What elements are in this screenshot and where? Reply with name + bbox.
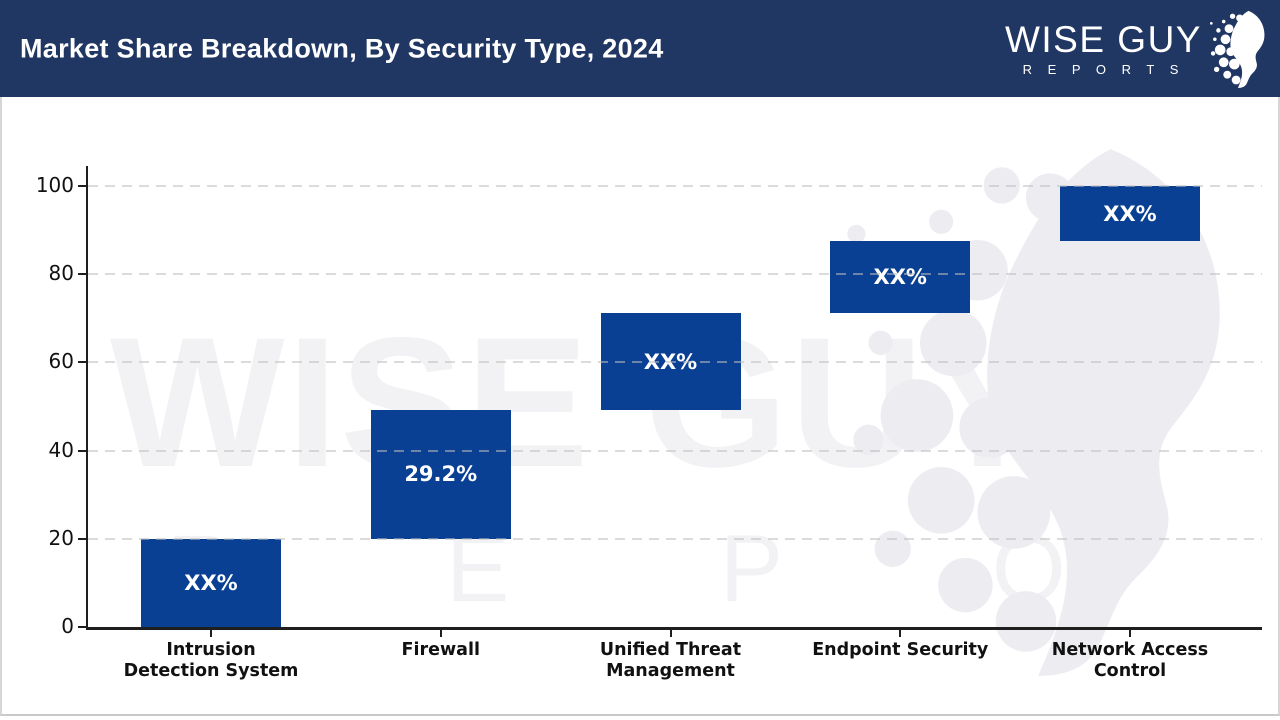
x-tick (899, 629, 902, 637)
gridline-y80 (88, 273, 1262, 276)
y-tick (78, 273, 86, 276)
x-tick (1129, 629, 1131, 637)
y-axis-line (86, 166, 88, 629)
gridline-y100 (88, 185, 1262, 187)
x-category-label-line: Management (606, 661, 735, 681)
y-tick-label: 80 (48, 261, 74, 286)
x-category-label: Intrusion Detection System (91, 640, 331, 682)
gridline-y40 (88, 449, 1262, 452)
waterfall-bar: XX% (1060, 186, 1200, 242)
brand-subname: R E P O R T S (1022, 61, 1185, 77)
y-tick (78, 537, 86, 540)
y-tick (78, 626, 86, 628)
waterfall-bar: XX% (830, 241, 971, 313)
y-tick-label: 20 (48, 525, 74, 550)
y-tick-label: 60 (48, 349, 74, 374)
x-category-label-line: Endpoint Security (812, 640, 989, 660)
x-category-label: Firewall (321, 640, 561, 661)
bar-value-label: XX% (184, 570, 238, 595)
gridline-y20 (88, 537, 1262, 540)
gridline-y60 (88, 361, 1262, 364)
y-tick-label: 40 (48, 437, 74, 462)
x-category-label-line: Control (1093, 661, 1167, 681)
waterfall-bar: XX% (141, 538, 281, 627)
bar-value-label: 29.2% (404, 462, 478, 487)
waterfall-bar: 29.2% (370, 410, 511, 539)
x-tick (669, 629, 672, 637)
x-category-label-line: Detection System (123, 661, 299, 681)
dotted-face-icon (1206, 7, 1268, 91)
y-tick-label: 0 (61, 614, 74, 638)
x-category-label: Network Access Control (1010, 640, 1250, 682)
header-bar: Market Share Breakdown, By Security Type… (0, 0, 1280, 97)
x-axis-line (86, 627, 1262, 630)
x-category-label: Unified Threat Management (551, 640, 791, 682)
x-tick (439, 629, 442, 637)
y-tick (78, 361, 86, 364)
brand-name: WISE GUY (1004, 18, 1202, 60)
x-category-label-line: Intrusion (166, 640, 256, 660)
x-category-label-line: Unified Threat (599, 640, 742, 660)
x-tick (210, 629, 212, 637)
y-tick (78, 449, 86, 452)
x-category-label: Endpoint Security (780, 640, 1020, 661)
brand-logo-text: WISE GUY R E P O R T S (1005, 21, 1202, 77)
chart-title: Market Share Breakdown, By Security Type… (20, 33, 664, 63)
brand-logo: WISE GUY R E P O R T S (1005, 7, 1268, 91)
y-tick-label: 100 (35, 173, 74, 197)
y-tick (78, 185, 86, 187)
x-category-label-line: Firewall (401, 640, 480, 660)
bar-value-label: XX% (1103, 201, 1157, 226)
x-category-label-line: Network Access (1051, 640, 1209, 660)
bar-value-label: XX% (873, 265, 927, 290)
